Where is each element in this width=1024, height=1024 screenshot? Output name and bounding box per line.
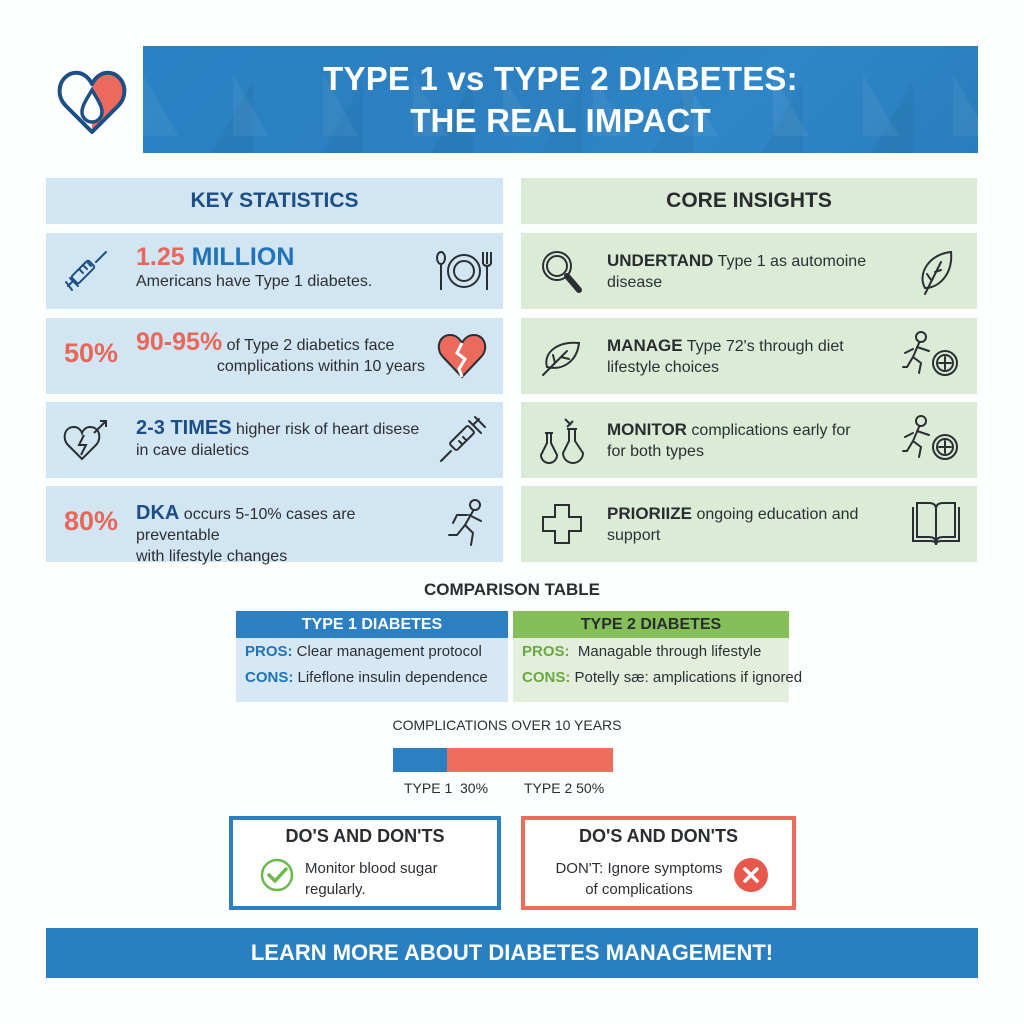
insight-row: MANAGE Type 72's through diet lifestyle … xyxy=(521,318,977,394)
insight-keyword: MONITOR xyxy=(607,420,687,439)
leaf-icon xyxy=(909,244,963,298)
type2-header: TYPE 2 DIABETES xyxy=(513,611,789,638)
insight-text: Type 72's through diet xyxy=(682,338,844,355)
type2-pros: PROS: Managable through lifestyle xyxy=(522,643,762,660)
stat-value: 1.25 xyxy=(136,243,185,271)
x-circle-icon xyxy=(734,858,768,892)
title-banner: TYPE 1 vs TYPE 2 DIABETES: THE REAL IMPA… xyxy=(143,46,978,153)
stat-value: 90-95% xyxy=(136,328,223,356)
medical-cross-icon xyxy=(537,499,587,549)
syringe-icon xyxy=(435,413,489,467)
learn-more-button[interactable]: LEARN MORE ABOUT DIABETES MANAGEMENT! xyxy=(46,928,978,978)
donts-text: DON'T: Ignore symptoms of complications xyxy=(555,860,723,898)
insight-text: ongoing education and xyxy=(692,506,859,523)
broken-heart-icon xyxy=(435,329,489,383)
stat-description-2: complications within 10 years xyxy=(216,358,425,375)
comparison-title: COMPARISON TABLE xyxy=(424,580,600,599)
stat-description: of Type 2 diabetics face xyxy=(222,337,395,354)
magnifier-icon xyxy=(537,246,587,296)
insight-row: MONITOR complications early for for both… xyxy=(521,402,977,478)
type1-header: TYPE 1 DIABETES xyxy=(236,611,508,638)
stat-prefix: 50% xyxy=(64,338,119,368)
stat-description: occurs 5-10% cases are preventable xyxy=(136,506,356,544)
insight-text: Type 1 as automoine xyxy=(713,253,867,270)
donts-box: DO'S AND DON'TS DON'T: Ignore symptoms o… xyxy=(521,816,796,910)
type2-cons: CONS: Potelly sæ: amplications if ignore… xyxy=(522,669,803,686)
stat-value: 2-3 TIMES xyxy=(136,417,232,439)
heart-arrow-icon xyxy=(62,415,112,465)
insight-row: UNDERTAND Type 1 as automoine disease xyxy=(521,233,977,309)
stat-unit: MILLION xyxy=(184,243,295,271)
open-book-icon xyxy=(909,497,963,551)
page-title-line1: TYPE 1 vs TYPE 2 DIABETES: xyxy=(323,59,798,97)
runner-stopwatch-icon xyxy=(901,329,961,383)
plate-utensils-icon xyxy=(435,244,492,298)
insight-keyword: PRIORIIZE xyxy=(607,504,693,523)
type1-cons: CONS: Lifeflone insulin dependence xyxy=(245,669,488,686)
dos-box: DO'S AND DON'TS Monitor blood sugar regu… xyxy=(229,816,501,910)
type1-label: TYPE 1 30% xyxy=(404,780,489,796)
stat-row: 1.25 MILLION Americans have Type 1 diabe… xyxy=(46,233,503,309)
type2-column: TYPE 2 DIABETES PROS: Managable through … xyxy=(513,611,803,702)
complications-bar xyxy=(393,748,613,772)
page-title-line2: THE REAL IMPACT xyxy=(410,101,711,139)
type2-segment xyxy=(447,748,613,772)
key-statistics-heading: KEY STATISTICS xyxy=(46,178,503,224)
heart-drop-icon xyxy=(56,68,128,136)
dos-title: DO'S AND DON'TS xyxy=(285,826,445,846)
stat-description-2: with lifestyle changes xyxy=(136,548,288,565)
stat-row: 80% DKA occurs 5-10% cases are preventab… xyxy=(46,486,503,565)
syringe-icon xyxy=(62,246,112,296)
stat-description: Americans have Type 1 diabetes. xyxy=(136,273,373,290)
stat-row: 2-3 TIMES higher risk of heart disese in… xyxy=(46,402,503,478)
insight-text-2: disease xyxy=(607,274,663,291)
insight-text-2: support xyxy=(607,527,661,544)
dos-text: Monitor blood sugar regularly. xyxy=(305,860,438,898)
insight-keyword: UNDERTAND xyxy=(607,251,714,270)
stat-row: 50% 90-95% of Type 2 diabetics face comp… xyxy=(46,318,503,394)
core-insights-heading: CORE INSIGHTS xyxy=(521,178,977,224)
chart-title: COMPLICATIONS OVER 10 YEARS xyxy=(392,717,622,733)
stat-description-2: in cave dialetics xyxy=(136,442,249,459)
flasks-icon xyxy=(537,415,587,465)
type1-pros: PROS: Clear management protocol xyxy=(245,643,482,660)
insight-row: PRIORIIZE ongoing education and support xyxy=(521,486,977,562)
stat-value: DKA xyxy=(136,502,180,524)
insight-text-2: for both types xyxy=(607,443,704,460)
donts-title: DO'S AND DON'TS xyxy=(579,826,738,846)
insight-text-2: lifestyle choices xyxy=(607,359,720,376)
insight-keyword: MANAGE xyxy=(607,336,683,355)
type2-label: TYPE 2 50% xyxy=(524,780,605,796)
type1-column: TYPE 1 DIABETES PROS: Clear management p… xyxy=(236,611,508,702)
type1-segment xyxy=(393,748,447,772)
check-circle-icon xyxy=(260,858,294,892)
stat-description: higher risk of heart disese xyxy=(231,421,420,438)
runner-stopwatch-icon xyxy=(901,413,961,467)
insight-text: complications early for xyxy=(686,422,851,439)
running-person-icon xyxy=(445,497,489,551)
stat-prefix: 80% xyxy=(64,506,119,536)
leaf-icon xyxy=(537,331,587,381)
